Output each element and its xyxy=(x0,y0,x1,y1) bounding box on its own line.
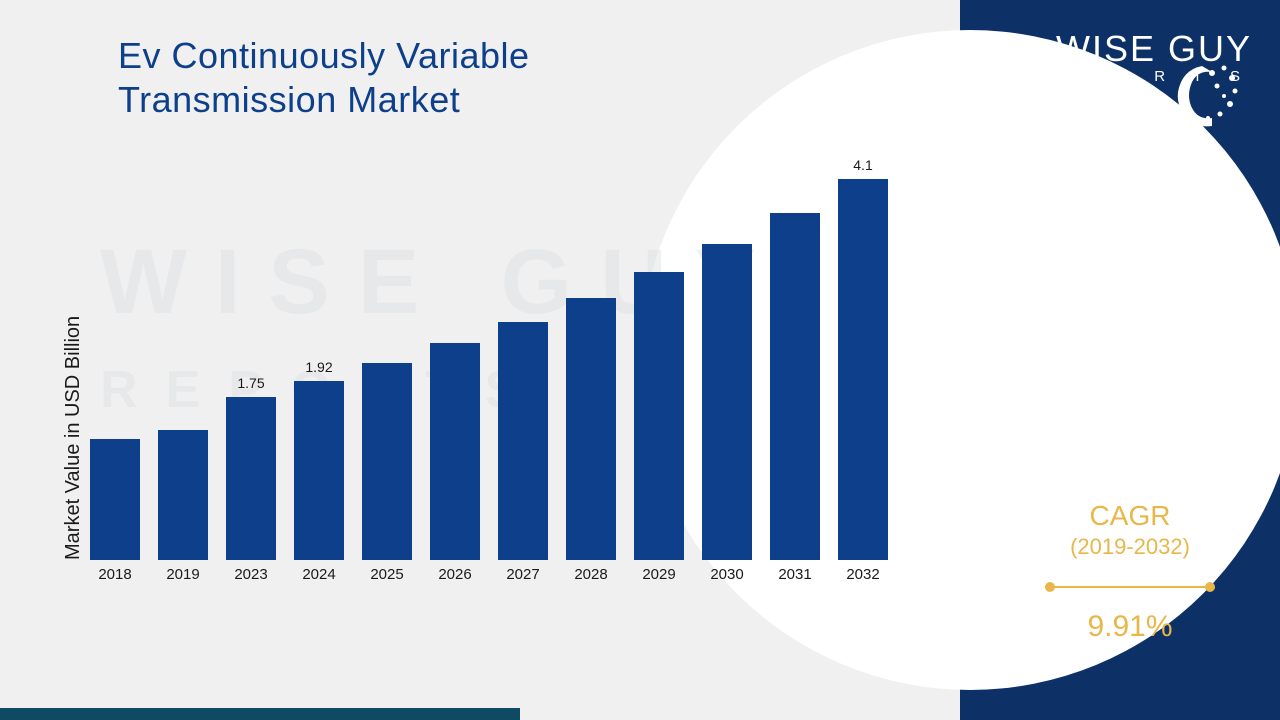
title-line-1: Ev Continuously Variable xyxy=(118,34,530,78)
bar xyxy=(226,397,276,560)
bar xyxy=(702,244,752,560)
brand-logo: WISE GUY R E P O R T S xyxy=(982,28,1252,85)
cagr-dot-left xyxy=(1045,582,1055,592)
logo-head-icon xyxy=(1162,58,1242,138)
bar xyxy=(838,179,888,560)
bar xyxy=(158,430,208,560)
bar xyxy=(362,363,412,560)
bar-chart: 20182019 1.75 2023 1.92 20242025202620272028… xyxy=(80,160,910,580)
bar xyxy=(294,381,344,560)
bar xyxy=(430,343,480,560)
bar-value-label: 1.92 xyxy=(286,359,352,375)
cagr-block: CAGR (2019-2032) 9.91% xyxy=(980,500,1280,644)
cagr-line xyxy=(1045,586,1215,588)
x-axis-label: 2019 xyxy=(148,566,218,583)
footer-accent-bar xyxy=(0,708,520,720)
bar xyxy=(770,213,820,560)
bar xyxy=(566,298,616,560)
bar xyxy=(498,322,548,560)
infographic-root: WISE GUY REPORTS Ev Continuously Variabl… xyxy=(0,0,1280,720)
cagr-label: CAGR xyxy=(980,500,1280,532)
bar-value-label: 1.75 xyxy=(218,375,284,391)
bar xyxy=(634,272,684,560)
x-axis-label: 2032 xyxy=(828,566,898,583)
cagr-divider xyxy=(1045,582,1215,592)
x-axis-label: 2018 xyxy=(80,566,150,583)
bar xyxy=(90,439,140,560)
cagr-value: 9.91% xyxy=(980,610,1280,644)
x-axis-label: 2029 xyxy=(624,566,694,583)
chart-title: Ev Continuously Variable Transmission Ma… xyxy=(118,34,530,122)
x-axis-label: 2026 xyxy=(420,566,490,583)
bar-value-label: 4.1 xyxy=(830,157,896,173)
x-axis-label: 2031 xyxy=(760,566,830,583)
x-axis-label: 2023 xyxy=(216,566,286,583)
x-axis-label: 2025 xyxy=(352,566,422,583)
cagr-range: (2019-2032) xyxy=(980,534,1280,560)
title-line-2: Transmission Market xyxy=(118,78,530,122)
x-axis-label: 2028 xyxy=(556,566,626,583)
x-axis-label: 2024 xyxy=(284,566,354,583)
cagr-dot-right xyxy=(1205,582,1215,592)
x-axis-label: 2027 xyxy=(488,566,558,583)
x-axis-label: 2030 xyxy=(692,566,762,583)
